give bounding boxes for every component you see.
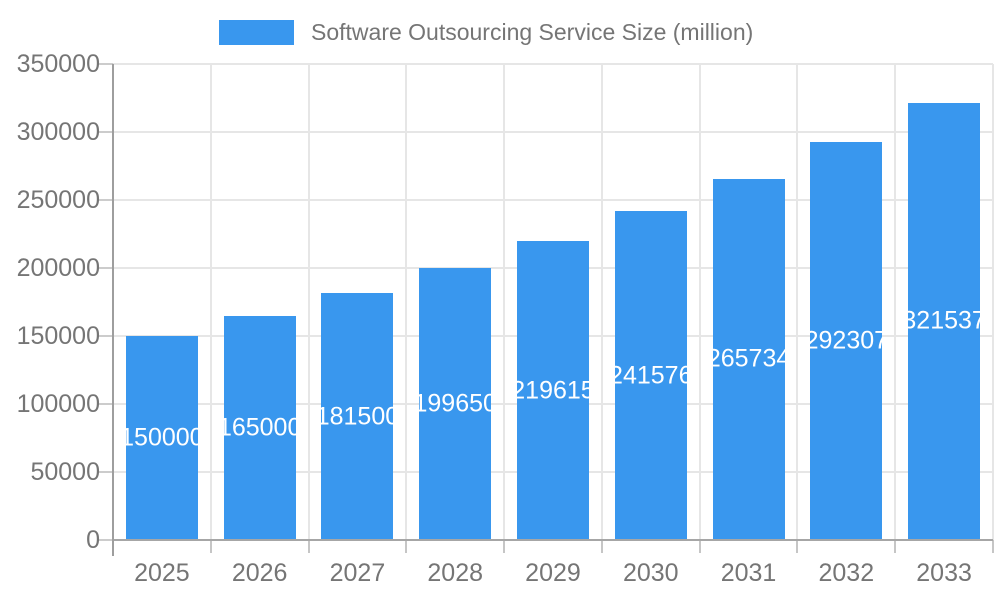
bar-2033[interactable]: 321537 <box>908 102 981 540</box>
bar-value-label: 181500 <box>321 402 394 431</box>
y-axis-tick-label: 350000 <box>16 50 100 78</box>
bar-value-label: 199650 <box>419 389 492 418</box>
y-axis-tick-mark <box>99 131 113 133</box>
bar-2027[interactable]: 181500 <box>321 293 394 540</box>
y-axis-tick-label: 250000 <box>16 186 100 214</box>
y-axis-tick-label: 300000 <box>16 118 100 146</box>
bar-value-label: 241576 <box>614 361 687 390</box>
bar-2028[interactable]: 199650 <box>419 268 492 540</box>
bar-2029[interactable]: 219615 <box>517 241 589 540</box>
bar-value-label: 219615 <box>517 376 589 405</box>
x-axis-tick-label: 2033 <box>916 559 972 587</box>
x-axis-tick-label: 2028 <box>427 559 484 587</box>
legend-swatch <box>219 20 294 45</box>
x-axis-tick-label: 2030 <box>622 559 679 587</box>
bar-2031[interactable]: 265734 <box>712 178 785 540</box>
y-axis-tick-mark <box>99 63 113 65</box>
x-axis-tick-mark <box>992 540 994 553</box>
gridline-vertical <box>698 64 701 540</box>
gridline-vertical <box>503 64 506 540</box>
y-axis-tick-label: 100000 <box>16 390 100 418</box>
bar-value-label: 165000 <box>223 413 296 442</box>
gridline-vertical <box>307 64 310 540</box>
gridline-vertical <box>796 64 799 540</box>
gridline-vertical <box>209 64 212 540</box>
y-axis-tick-label: 150000 <box>16 322 100 350</box>
x-axis-tick-label: 2031 <box>720 559 777 587</box>
y-axis-tick-mark <box>99 199 113 201</box>
gridline-vertical <box>992 64 994 540</box>
x-axis-tick-mark <box>796 540 799 553</box>
x-axis-tick-label: 2032 <box>818 559 875 587</box>
x-axis-baseline <box>113 539 993 541</box>
x-axis-tick-mark <box>894 540 897 553</box>
y-axis-tick-label: 0 <box>86 526 100 554</box>
gridline-horizontal <box>113 199 993 201</box>
x-axis-tick-mark <box>503 540 506 553</box>
y-axis-tick-mark <box>99 471 113 473</box>
x-axis-tick-label: 2026 <box>231 559 288 587</box>
bar-2025[interactable]: 150000 <box>125 336 198 540</box>
x-axis-tick-label: 2025 <box>134 559 190 587</box>
bar-value-label: 265734 <box>712 344 785 373</box>
bar-2026[interactable]: 165000 <box>223 315 296 540</box>
y-axis-line <box>112 64 114 556</box>
gridline-horizontal <box>113 63 993 65</box>
x-axis-tick-label: 2027 <box>329 559 386 587</box>
bar-2030[interactable]: 241576 <box>614 211 687 540</box>
x-axis-tick-label: 2029 <box>525 559 581 587</box>
gridline-vertical <box>405 64 408 540</box>
x-axis-tick-mark <box>209 540 212 553</box>
bar-value-label: 150000 <box>125 423 198 452</box>
legend: Software Outsourcing Service Size (milli… <box>219 19 753 46</box>
y-axis-tick-mark <box>99 539 113 541</box>
x-axis-tick-mark <box>600 540 603 553</box>
gridline-vertical <box>600 64 603 540</box>
y-axis-tick-mark <box>99 335 113 337</box>
y-axis-tick-mark <box>99 267 113 269</box>
bar-value-label: 292307 <box>810 326 883 355</box>
x-axis-tick-mark <box>405 540 408 553</box>
y-axis-tick-mark <box>99 403 113 405</box>
x-axis-tick-mark <box>307 540 310 553</box>
plot-area: 150000 165000 181500 199650 219615 241576 2657… <box>113 63 994 541</box>
legend-label: Software Outsourcing Service Size (milli… <box>311 19 754 45</box>
x-axis-tick-mark <box>698 540 701 553</box>
y-axis-tick-label: 50000 <box>30 458 100 486</box>
bar-2032[interactable]: 292307 <box>810 142 883 540</box>
y-axis-tick-label: 200000 <box>16 254 100 282</box>
gridline-horizontal <box>113 131 993 133</box>
gridline-vertical <box>894 64 897 540</box>
bar-value-label: 321537 <box>908 306 981 335</box>
